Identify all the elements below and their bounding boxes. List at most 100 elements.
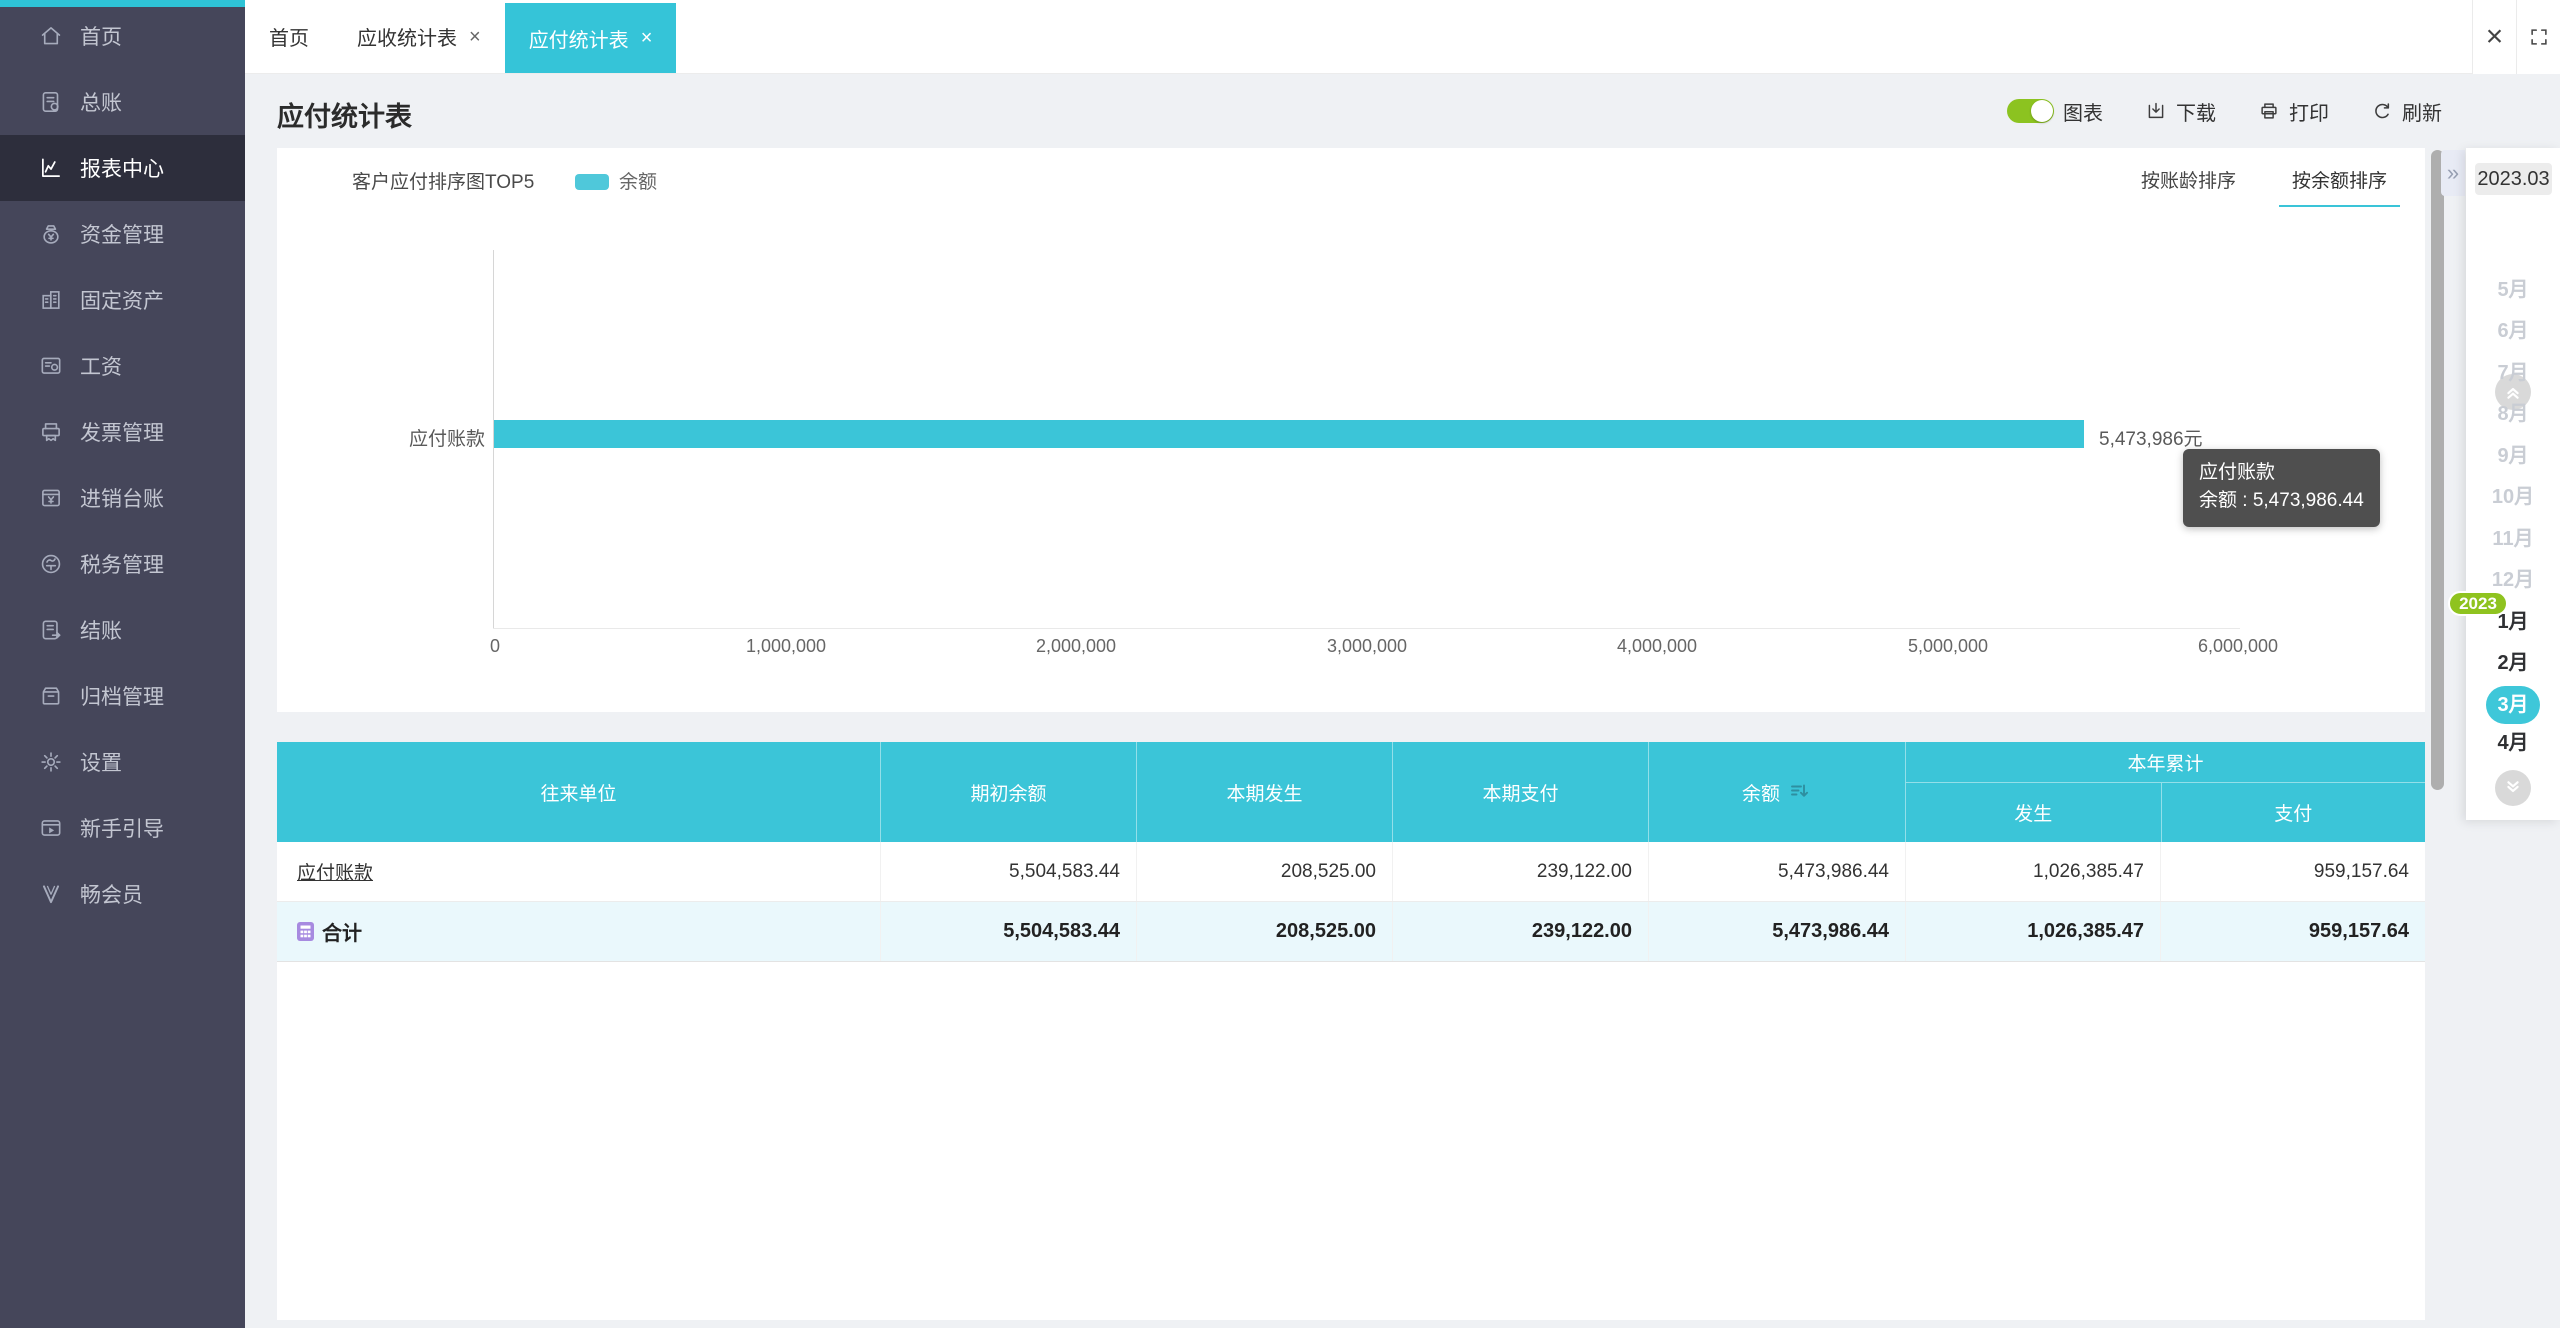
tab-close-icon[interactable]: × xyxy=(640,27,653,49)
sidebar-item-label: 新手引导 xyxy=(80,818,164,841)
legend-label: 余额 xyxy=(619,172,658,193)
cell-ytd-incurred: 1,026,385.47 xyxy=(1905,842,2160,901)
sidebar-item-salary[interactable]: 工资 xyxy=(0,333,245,399)
report-icon xyxy=(42,158,60,177)
toggle-switch[interactable] xyxy=(2007,99,2054,123)
sort-by-age-tab[interactable]: 按账龄排序 xyxy=(2140,171,2236,192)
sort-descending-icon[interactable] xyxy=(1788,780,1812,804)
sidebar-item-home[interactable]: 首页 xyxy=(0,3,245,69)
tab-receivable-report[interactable]: 应收统计表 × xyxy=(333,0,505,73)
sidebar-item-purchase-sales[interactable]: 进销台账 xyxy=(0,465,245,531)
tab-payable-report[interactable]: 应付统计表 × xyxy=(504,3,677,73)
invoice-icon xyxy=(42,423,60,442)
refresh-button[interactable]: 刷新 xyxy=(2371,97,2442,126)
current-period-display[interactable]: 2023.03 xyxy=(2475,163,2552,195)
fullscreen-icon[interactable] xyxy=(2517,0,2560,74)
print-icon xyxy=(2261,103,2277,119)
sidebar-item-label: 进销台账 xyxy=(80,488,164,511)
x-tick: 3,000,000 xyxy=(1326,636,1408,656)
toggle-knob xyxy=(2031,100,2053,122)
sidebar-item-fixed-assets[interactable]: 固定资产 xyxy=(0,267,245,333)
sidebar-item-closing[interactable]: 结账 xyxy=(0,597,245,663)
chart-toggle[interactable]: 图表 xyxy=(2007,97,2103,126)
summary-icon xyxy=(297,922,314,941)
sort-by-balance-tab[interactable]: 按余额排序 xyxy=(2278,166,2400,207)
chevron-double-down-icon xyxy=(2507,781,2519,793)
divider xyxy=(2472,0,2473,74)
sidebar-item-tax[interactable]: 税务管理 xyxy=(0,531,245,597)
month-panel: 2023.03 5月 6月 7月 8月 9月 10月 11月 12月 2023 … xyxy=(2448,148,2560,820)
table-card: 往来单位 期初余额 本期发生 本期支付 余额 本年累计 发生 支付 应付账款 5… xyxy=(277,742,2425,1320)
sidebar-item-label: 畅会员 xyxy=(80,884,143,907)
close-icon[interactable]: × xyxy=(2473,0,2516,74)
table-row: 应付账款 5,504,583.44 208,525.00 239,122.00 … xyxy=(277,842,2425,902)
sidebar-item-invoice[interactable]: 发票管理 xyxy=(0,399,245,465)
balance-bar[interactable] xyxy=(494,420,2084,448)
x-tick: 0 xyxy=(489,636,501,656)
bar-value-label: 5,473,986元 xyxy=(2099,429,2203,450)
cell-total-paid: 239,122.00 xyxy=(1392,902,1648,961)
table-header: 往来单位 期初余额 本期发生 本期支付 余额 本年累计 发生 支付 xyxy=(277,742,2425,842)
col-header-opening: 期初余额 xyxy=(880,742,1136,842)
sidebar-item-general-ledger[interactable]: 总账 xyxy=(0,69,245,135)
tooltip-value: 余额 : 5,473,986.44 xyxy=(2199,490,2364,511)
month-item-july: 7月 xyxy=(2497,362,2529,384)
col-header-ytd-paid: 支付 xyxy=(2160,783,2425,842)
cell-total-balance: 5,473,986.44 xyxy=(1648,902,1905,961)
sidebar-accent-strip xyxy=(0,0,245,7)
sidebar: 首页 总账 报表中心 资金管理 固定资产 工资 xyxy=(0,0,245,1328)
download-button[interactable]: 下载 xyxy=(2145,97,2216,126)
tab-close-icon[interactable]: × xyxy=(469,25,481,48)
ytd-subheaders: 发生 支付 xyxy=(1906,783,2425,842)
cell-total-label: 合计 xyxy=(277,902,880,961)
window-controls: × xyxy=(2472,0,2560,74)
month-item-february[interactable]: 2月 xyxy=(2497,652,2529,674)
download-label: 下载 xyxy=(2176,102,2216,125)
sidebar-item-settings[interactable]: 设置 xyxy=(0,729,245,795)
month-item-august: 8月 xyxy=(2497,403,2529,425)
tax-icon xyxy=(41,554,61,574)
month-item-november: 11月 xyxy=(2492,528,2534,550)
vip-icon xyxy=(42,885,60,904)
x-tick: 1,000,000 xyxy=(745,636,827,656)
col-header-balance[interactable]: 余额 xyxy=(1648,742,1905,842)
print-button[interactable]: 打印 xyxy=(2258,97,2329,126)
sidebar-item-funds[interactable]: 资金管理 xyxy=(0,201,245,267)
sidebar-item-vip[interactable]: 畅会员 xyxy=(0,861,245,927)
chart-toggle-label: 图表 xyxy=(2063,102,2103,125)
tab-home[interactable]: 首页 xyxy=(245,0,333,73)
salary-icon xyxy=(41,357,61,374)
guide-icon xyxy=(41,820,61,836)
tooltip-title: 应付账款 xyxy=(2199,462,2276,483)
month-item-january[interactable]: 1月 xyxy=(2497,611,2529,633)
page-title: 应付统计表 xyxy=(277,102,412,132)
tab-label: 应付统计表 xyxy=(528,29,629,52)
x-tick: 5,000,000 xyxy=(1907,636,1989,656)
sidebar-item-label: 税务管理 xyxy=(80,554,164,577)
cell-total-ytd-incurred: 1,026,385.47 xyxy=(1905,902,2160,961)
money-bag-icon xyxy=(43,225,59,244)
scroll-months-down-button[interactable] xyxy=(2495,770,2531,806)
chart-card: 客户应付排序图TOP5 余额 按账龄排序 按余额排序 应付账款 5,473,98… xyxy=(277,148,2425,712)
scroll-months-up-button[interactable] xyxy=(2495,374,2531,410)
col-header-paid: 本期支付 xyxy=(1392,742,1648,842)
purchase-sales-icon xyxy=(42,489,60,507)
cell-total-opening: 5,504,583.44 xyxy=(880,902,1136,961)
sidebar-item-archive[interactable]: 归档管理 xyxy=(0,663,245,729)
sidebar-item-guide[interactable]: 新手引导 xyxy=(0,795,245,861)
month-item-march-selected[interactable]: 3月 xyxy=(2486,686,2540,724)
month-item-april[interactable]: 4月 xyxy=(2497,732,2529,754)
month-item-december: 12月 xyxy=(2491,569,2535,591)
sidebar-item-report-center[interactable]: 报表中心 xyxy=(0,135,245,201)
page-header: 应付统计表 图表 下载 打印 刷新 xyxy=(245,74,2560,148)
legend-swatch xyxy=(575,173,609,190)
chevron-double-up-icon xyxy=(2507,387,2519,399)
payable-account-link[interactable]: 应付账款 xyxy=(297,863,374,884)
vertical-scrollbar[interactable] xyxy=(2431,150,2444,790)
sidebar-item-label: 首页 xyxy=(80,26,122,49)
sidebar-item-label: 结账 xyxy=(80,620,122,643)
collapse-panel-button[interactable]: » xyxy=(2441,150,2465,196)
chart-legend[interactable]: 余额 xyxy=(575,167,657,194)
tab-label: 首页 xyxy=(269,28,309,50)
